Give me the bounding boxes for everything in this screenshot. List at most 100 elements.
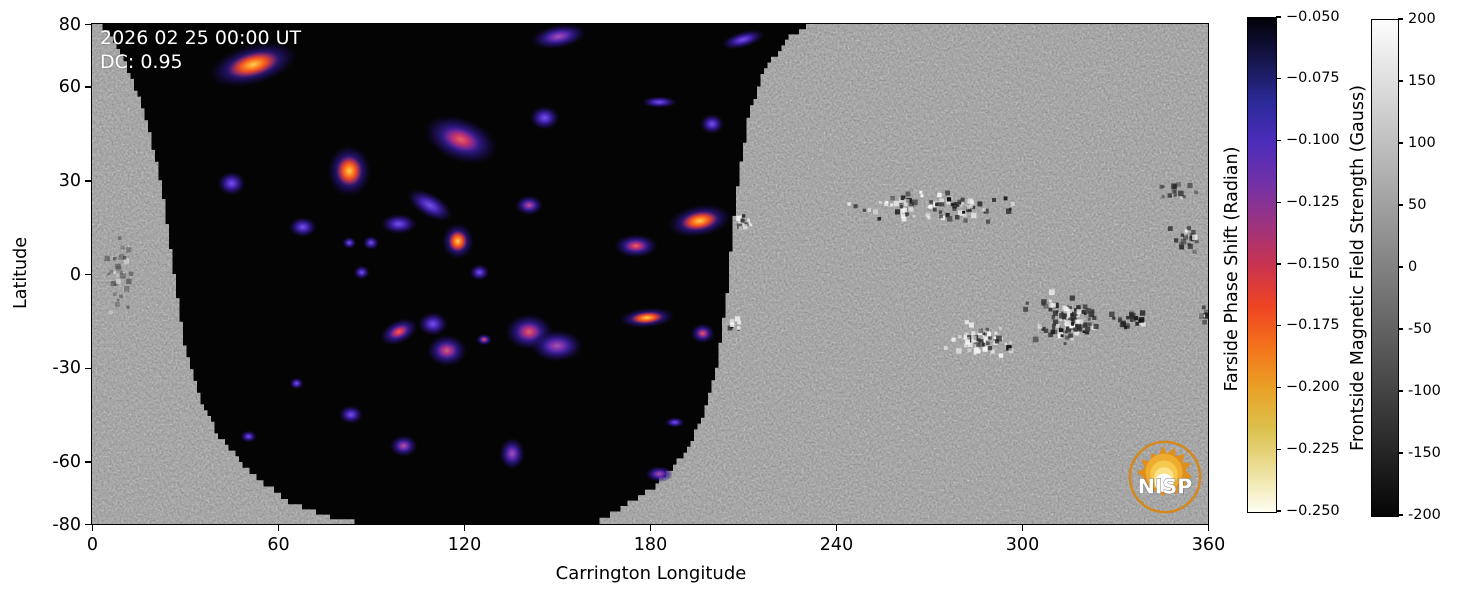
logo-ring (1128, 440, 1202, 514)
y-tick-label: -80 (52, 514, 81, 535)
farside-cb-tick-mark (1276, 201, 1281, 203)
y-tick-label: -60 (52, 452, 81, 472)
x-tick-label: 240 (819, 535, 854, 555)
farside-cb-tick-label: −0.200 (1286, 379, 1340, 395)
x-tick-label: 60 (267, 535, 290, 555)
frontside-cb-tick-label: 150 (1408, 72, 1436, 89)
farside-detection (353, 265, 370, 280)
frontside-cb-tick-mark (1398, 142, 1403, 144)
farside-cb-tick-label: −0.250 (1286, 502, 1340, 519)
farside-detection (476, 333, 493, 346)
y-tick-label: -30 (52, 358, 81, 379)
farside-colorbar-label: Farside Phase Shift (Radian) (1222, 146, 1242, 392)
x-tick-label: 360 (1191, 535, 1226, 555)
y-tick-label: 0 (69, 264, 81, 285)
farside-detection (217, 171, 246, 196)
farside-cb-tick-label: −0.150 (1286, 255, 1340, 272)
frontside-cb-tick-label: -150 (1408, 444, 1441, 461)
farside-detection (338, 405, 363, 424)
farside-detection (209, 42, 297, 88)
y-tick-mark (85, 523, 91, 526)
nisp-logo: · · · · · · · · · · · · · · · · · · · · … (1126, 438, 1204, 516)
frontside-cb-tick-mark (1398, 18, 1403, 20)
farside-detection (641, 96, 678, 108)
solar-map-plot: 2026 02 25 00:00 UT DC: 0.95 · · · · · · … (91, 23, 1209, 525)
farside-cb-tick-mark (1276, 139, 1281, 142)
y-tick-mark (85, 86, 91, 88)
farside-detection (362, 235, 380, 250)
map-content-layer (92, 24, 1208, 524)
frontside-cb-tick-mark (1398, 514, 1403, 516)
frontside-colorbar (1371, 19, 1399, 517)
frontside-colorbar-label: Frontside Magnetic Field Strength (Gauss… (1348, 85, 1368, 451)
farside-detection (529, 105, 560, 130)
farside-cb-tick-mark (1276, 78, 1281, 80)
frontside-cb-tick-mark (1398, 266, 1403, 268)
x-tick-mark (1207, 525, 1210, 531)
farside-detection (668, 204, 732, 238)
farside-detection (614, 234, 658, 258)
farside-detection (379, 318, 418, 346)
farside-cb-tick-mark (1276, 325, 1281, 327)
y-tick-label: 30 (58, 170, 81, 191)
frontside-cb-tick-label: 50 (1408, 196, 1427, 213)
y-tick-mark (85, 180, 91, 182)
farside-colorbar (1247, 17, 1277, 513)
farside-detection (342, 236, 357, 249)
sun-icon (1136, 445, 1193, 497)
x-tick-label: 0 (86, 535, 99, 555)
y-tick-mark (85, 367, 91, 369)
farside-cb-tick-mark (1276, 16, 1281, 18)
farside-cb-tick-mark (1276, 510, 1281, 512)
frontside-cb-tick-label: 100 (1408, 134, 1436, 151)
duty-cycle-text: DC: 0.95 (100, 51, 183, 73)
x-tick-mark (277, 525, 280, 531)
farside-detection (407, 189, 453, 222)
nisp-logo-graphic: · · · · · · · · · · · · · · · · · · · · … (1128, 440, 1202, 514)
farside-detection (664, 417, 685, 428)
y-tick-mark (85, 461, 91, 463)
farside-cb-tick-mark (1276, 263, 1281, 265)
y-tick-label: 80 (58, 14, 81, 35)
frontside-cb-tick-mark (1398, 328, 1403, 330)
farside-cb-tick-label: −0.050 (1286, 8, 1340, 25)
farside-cb-tick-mark (1276, 448, 1281, 450)
x-tick-label: 120 (447, 535, 482, 555)
farside-detection (380, 214, 417, 234)
y-tick-mark (85, 273, 91, 276)
farside-detection (531, 330, 583, 362)
farside-detection (289, 377, 304, 390)
farside-detection (645, 465, 674, 483)
timestamp-text: 2026 02 25 00:00 UT (100, 27, 302, 49)
farside-detection (531, 24, 587, 50)
x-tick-mark (1021, 525, 1024, 531)
farside-detection (619, 307, 675, 329)
x-tick-mark (649, 525, 652, 531)
farside-detection (424, 115, 498, 164)
x-tick-label: 300 (1005, 535, 1040, 555)
frontside-cb-tick-label: -50 (1408, 320, 1432, 337)
x-tick-mark (835, 525, 838, 531)
farside-detection (690, 323, 715, 344)
farside-detection (426, 334, 468, 367)
y-axis-label: Latitude (11, 236, 31, 310)
farside-cb-tick-label: −0.100 (1286, 132, 1340, 148)
x-tick-label: 180 (633, 535, 668, 555)
map-annotations: 2026 02 25 00:00 UT DC: 0.95 (100, 26, 301, 74)
x-axis-label: Carrington Longitude (555, 563, 747, 584)
farside-detection (721, 29, 765, 50)
x-tick-mark (463, 525, 466, 531)
solar-map-canvas (92, 24, 1208, 524)
farside-detection (327, 145, 372, 197)
farside-cb-tick-mark (1276, 386, 1281, 389)
farside-cb-tick-label: −0.125 (1286, 193, 1340, 210)
farside-detection (499, 437, 526, 470)
frontside-cb-tick-label: 0 (1408, 258, 1418, 275)
y-tick-label: 60 (58, 77, 81, 97)
farside-detection (240, 430, 257, 443)
farside-detection (699, 114, 725, 134)
farside-cb-tick-label: −0.175 (1286, 317, 1340, 334)
frontside-cb-tick-mark (1398, 452, 1403, 454)
farside-detection (389, 435, 418, 457)
